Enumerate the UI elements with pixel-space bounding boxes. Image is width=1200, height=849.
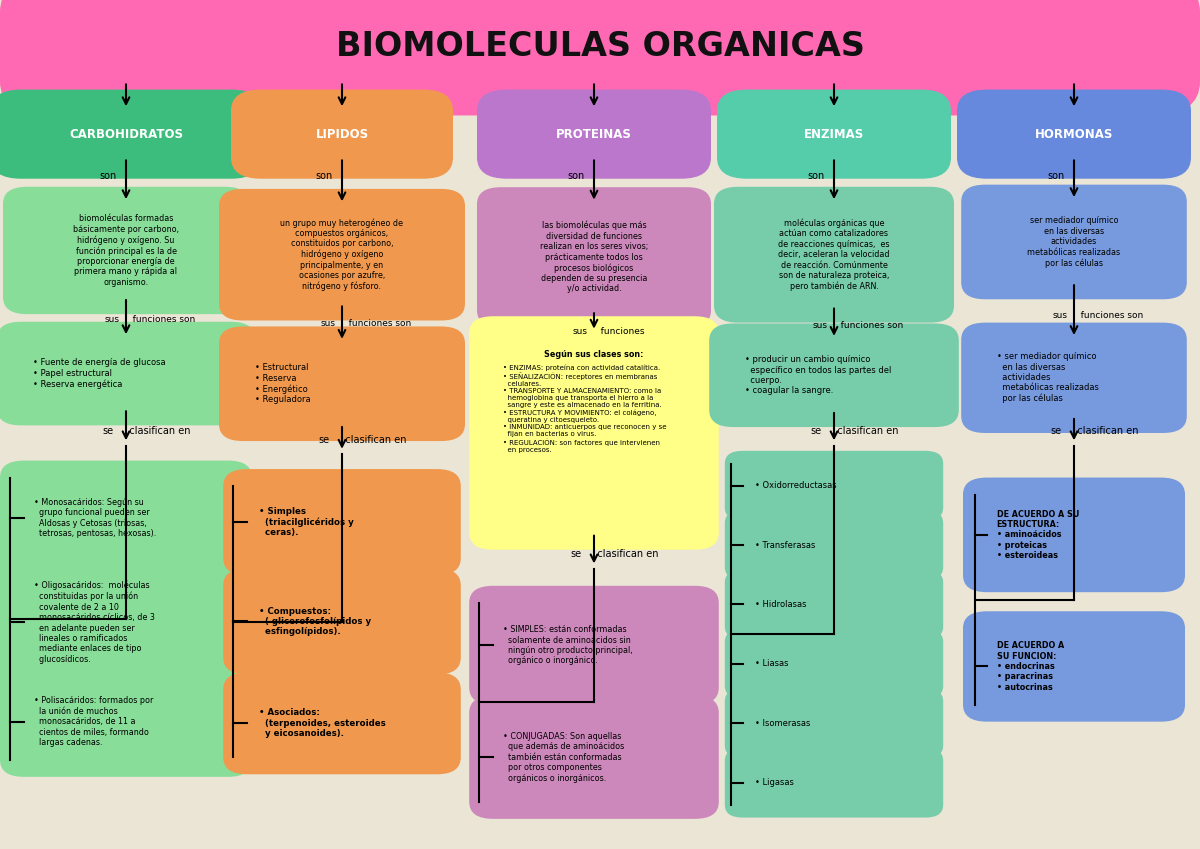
FancyBboxPatch shape: [725, 689, 943, 758]
Text: sus: sus: [1054, 312, 1068, 320]
Text: se: se: [1051, 426, 1062, 436]
Text: PROTEINAS: PROTEINAS: [556, 127, 632, 141]
Text: son: son: [568, 171, 584, 181]
FancyBboxPatch shape: [709, 323, 959, 427]
Text: sus: sus: [574, 327, 588, 335]
FancyBboxPatch shape: [0, 666, 252, 777]
FancyBboxPatch shape: [469, 586, 719, 705]
Text: sus: sus: [106, 315, 120, 323]
FancyBboxPatch shape: [0, 322, 256, 425]
Text: se: se: [811, 426, 822, 436]
Text: se: se: [103, 426, 114, 436]
FancyBboxPatch shape: [218, 189, 464, 321]
Text: HORMONAS: HORMONAS: [1034, 127, 1114, 141]
Text: las biomoléculas que más
diversidad de funciones
realizan en los seres vivos;
pr: las biomoléculas que más diversidad de f…: [540, 221, 648, 294]
Text: funciones: funciones: [592, 327, 644, 335]
Text: • Simples
  (triacilglicéridos y
  ceras).: • Simples (triacilglicéridos y ceras).: [259, 507, 354, 537]
FancyBboxPatch shape: [958, 90, 1190, 179]
Text: • Ligasas: • Ligasas: [755, 779, 793, 787]
FancyBboxPatch shape: [964, 477, 1186, 593]
FancyBboxPatch shape: [725, 451, 943, 520]
Text: • Monosacáridos: Según su
  grupo funcional pueden ser
  Aldosas y Cetosas (trio: • Monosacáridos: Según su grupo funciona…: [34, 498, 156, 538]
Text: sus: sus: [814, 321, 828, 329]
Text: se: se: [571, 549, 582, 559]
Text: funciones son: funciones son: [340, 319, 410, 328]
Text: clasifican en: clasifican en: [828, 426, 899, 436]
Text: son: son: [1048, 171, 1064, 181]
Text: CARBOHIDRATOS: CARBOHIDRATOS: [70, 127, 182, 141]
FancyBboxPatch shape: [0, 90, 260, 179]
Text: • Isomerasas: • Isomerasas: [755, 719, 810, 728]
Text: ENZIMAS: ENZIMAS: [804, 127, 864, 141]
Text: • ENZIMAS: proteína con actividad catalítica.
• SEÑALIZACIÓN: receptores en memb: • ENZIMAS: proteína con actividad catalí…: [503, 365, 666, 453]
Text: • ser mediador químico
  en las diversas
  actividades
  metabólicas realizadas
: • ser mediador químico en las diversas a…: [997, 352, 1099, 403]
Text: ser mediador químico
en las diversas
actividades
metabólicas realizadas
por las : ser mediador químico en las diversas act…: [1027, 216, 1121, 267]
Text: • Liasas: • Liasas: [755, 660, 788, 668]
Text: funciones son: funciones son: [1072, 312, 1142, 320]
FancyBboxPatch shape: [469, 696, 719, 818]
FancyBboxPatch shape: [476, 188, 710, 328]
Text: funciones son: funciones son: [124, 315, 194, 323]
FancyBboxPatch shape: [725, 570, 943, 639]
FancyBboxPatch shape: [716, 90, 952, 179]
Text: • Transferasas: • Transferasas: [755, 541, 815, 549]
Text: • Oxidorreductasas: • Oxidorreductasas: [755, 481, 836, 490]
FancyBboxPatch shape: [223, 569, 461, 674]
FancyBboxPatch shape: [725, 629, 943, 699]
Text: funciones son: funciones son: [832, 321, 902, 329]
FancyBboxPatch shape: [725, 510, 943, 580]
Text: • SIMPLES: están conformadas
  solamente de aminoácidos sin
  ningún otro produc: • SIMPLES: están conformadas solamente d…: [503, 625, 632, 666]
Text: clasifican en: clasifican en: [336, 435, 407, 445]
Text: • producir un cambio químico
  específico en todos las partes del
  cuerpo.
• co: • producir un cambio químico específico …: [745, 355, 892, 396]
Text: son: son: [808, 171, 824, 181]
FancyBboxPatch shape: [725, 748, 943, 818]
Text: son: son: [100, 171, 116, 181]
Text: clasifican en: clasifican en: [1068, 426, 1139, 436]
Text: • Polisacáridos: formados por
  la unión de muchos
  monosacáridos, de 11 a
  ci: • Polisacáridos: formados por la unión d…: [34, 696, 152, 747]
FancyBboxPatch shape: [469, 317, 719, 550]
Text: • Asociados:
  (terpenoides, esteroides
  y eicosanoides).: • Asociados: (terpenoides, esteroides y …: [259, 708, 386, 739]
FancyBboxPatch shape: [714, 187, 954, 323]
FancyBboxPatch shape: [0, 460, 252, 576]
Text: LIPIDOS: LIPIDOS: [316, 127, 368, 141]
FancyBboxPatch shape: [0, 544, 252, 701]
Text: BIOMOLECULAS ORGANICAS: BIOMOLECULAS ORGANICAS: [336, 31, 864, 63]
Text: • Fuente de energía de glucosa
• Papel estructural
• Reserva energética: • Fuente de energía de glucosa • Papel e…: [34, 358, 166, 389]
FancyBboxPatch shape: [0, 0, 1200, 115]
Text: • Estructural
• Reserva
• Energético
• Reguladora: • Estructural • Reserva • Energético • R…: [254, 363, 311, 404]
Text: se: se: [319, 435, 330, 445]
Text: Según sus clases son:: Según sus clases son:: [545, 350, 643, 359]
Text: biomoléculas formadas
básicamente por carbono,
hidrógeno y oxígeno. Su
función p: biomoléculas formadas básicamente por ca…: [73, 214, 179, 287]
Text: DE ACUERDO A SU
ESTRUCTURA:
• aminoácidos
• proteicas
• esteroideas: DE ACUERDO A SU ESTRUCTURA: • aminoácido…: [997, 509, 1079, 560]
FancyBboxPatch shape: [218, 326, 464, 441]
FancyBboxPatch shape: [230, 90, 454, 179]
Text: clasifican en: clasifican en: [120, 426, 191, 436]
Text: clasifican en: clasifican en: [588, 549, 659, 559]
FancyBboxPatch shape: [2, 187, 250, 314]
FancyBboxPatch shape: [223, 672, 461, 774]
Text: • CONJUGADAS: Son aquellas
  que además de aminoácidos
  también están conformad: • CONJUGADAS: Son aquellas que además de…: [503, 732, 624, 783]
FancyBboxPatch shape: [961, 323, 1187, 433]
Text: • Compuestos:
  ( glicerofosfolípidos y
  esfingolípidos).: • Compuestos: ( glicerofosfolípidos y es…: [259, 606, 371, 637]
Text: • Hidrolasas: • Hidrolasas: [755, 600, 806, 609]
FancyBboxPatch shape: [476, 90, 710, 179]
FancyBboxPatch shape: [964, 611, 1186, 722]
Text: moléculas orgánicas que
actúan como catalizadores
de reacciones químicas,  es
de: moléculas orgánicas que actúan como cata…: [779, 218, 889, 291]
Text: son: son: [316, 171, 332, 181]
Text: • Oligosacáridos:  moléculas
  constituidas por la unión
  covalente de 2 a 10
 : • Oligosacáridos: moléculas constituidas…: [34, 581, 155, 664]
Text: un grupo muy heterogéneo de
compuestos orgánicos,
constituidos por carbono,
hidr: un grupo muy heterogéneo de compuestos o…: [281, 218, 403, 291]
Text: sus: sus: [320, 319, 336, 328]
FancyBboxPatch shape: [223, 469, 461, 576]
Text: DE ACUERDO A
SU FUNCION:
• endocrinas
• paracrinas
• autocrinas: DE ACUERDO A SU FUNCION: • endocrinas • …: [997, 641, 1064, 692]
FancyBboxPatch shape: [961, 185, 1187, 300]
